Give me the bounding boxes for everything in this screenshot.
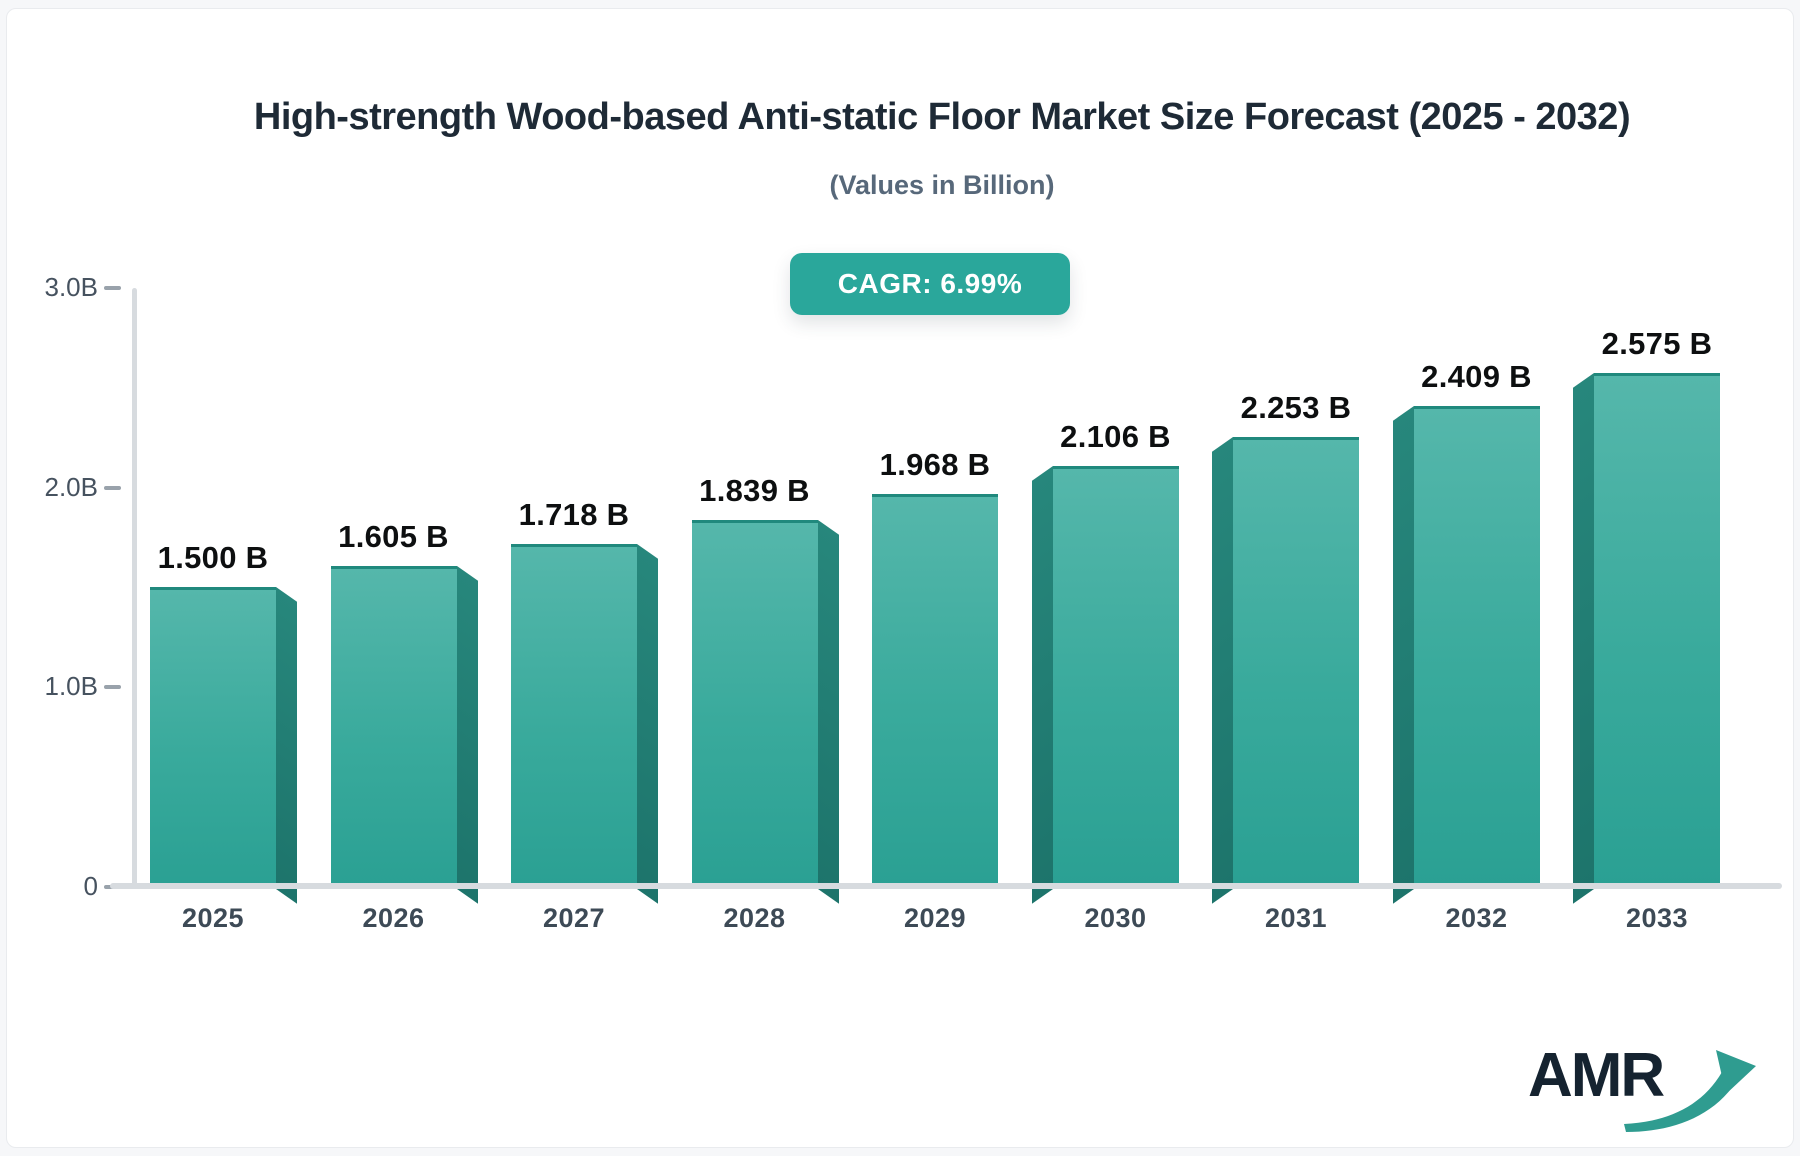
bar-3d-side <box>1392 405 1414 904</box>
bar-value-label: 2.575 B <box>1601 325 1713 361</box>
y-axis-tick <box>104 485 121 490</box>
cagr-badge: CAGR: 6.99% <box>790 253 1070 315</box>
x-axis-label: 2026 <box>362 903 425 933</box>
bar-value-label: 1.839 B <box>699 472 810 508</box>
y-axis-label: 0 <box>83 870 98 901</box>
y-axis-label: 2.0B <box>44 471 99 502</box>
chart-title: High-strength Wood-based Anti-static Flo… <box>253 96 1631 138</box>
bar-3d-side <box>817 519 839 904</box>
bar-2029 <box>872 493 998 889</box>
bar-value-label: 1.500 B <box>157 540 269 576</box>
y-axis-line <box>132 288 137 888</box>
x-axis-label: 2033 <box>1625 903 1689 933</box>
x-axis-label: 2032 <box>1445 903 1508 933</box>
bar-3d-side <box>1212 437 1233 904</box>
x-axis-label: 2025 <box>181 903 245 933</box>
bar-value-label: 2.253 B <box>1240 390 1352 426</box>
x-axis-label: 2030 <box>1084 903 1147 933</box>
bar-3d-side <box>276 587 297 904</box>
bar-2032 <box>1413 405 1540 889</box>
bar-2027 <box>511 543 637 889</box>
bar-3d-side <box>637 543 658 904</box>
x-axis-label: 2031 <box>1264 903 1328 933</box>
bar-3d-side <box>1573 372 1594 904</box>
bar-2028 <box>691 519 818 889</box>
bar-2030 <box>1052 466 1179 889</box>
bar-value-label: 2.106 B <box>1060 419 1171 455</box>
amr-logo-text: AMR <box>1528 1041 1665 1110</box>
x-axis-label: 2029 <box>903 903 967 933</box>
y-axis-label: 3.0B <box>44 272 99 302</box>
bar-3d-side <box>1031 466 1053 904</box>
cagr-badge-label: CAGR: 6.99% <box>837 268 1023 299</box>
bar-value-label: 2.409 B <box>1421 358 1532 394</box>
bar-2031 <box>1233 437 1359 889</box>
bar-2033 <box>1594 372 1720 889</box>
chart-subtitle: (Values in Billion) <box>829 170 1055 200</box>
bar-2026 <box>330 566 457 889</box>
bar-2025 <box>150 587 276 889</box>
amr-logo: AMR <box>1528 1032 1768 1132</box>
bar-value-label: 1.718 B <box>518 496 630 532</box>
x-axis-line <box>110 883 1782 889</box>
y-axis-tick <box>104 286 121 290</box>
x-axis-label: 2028 <box>723 903 786 933</box>
y-axis-label: 1.0B <box>44 671 99 701</box>
x-axis-label: 2027 <box>542 903 606 933</box>
logo-growth-arrow-icon <box>1624 1050 1756 1132</box>
y-axis-tick <box>104 685 121 689</box>
bar-value-label: 1.605 B <box>338 519 449 555</box>
bar-value-label: 1.968 B <box>879 446 991 482</box>
bar-3d-side <box>456 566 478 904</box>
